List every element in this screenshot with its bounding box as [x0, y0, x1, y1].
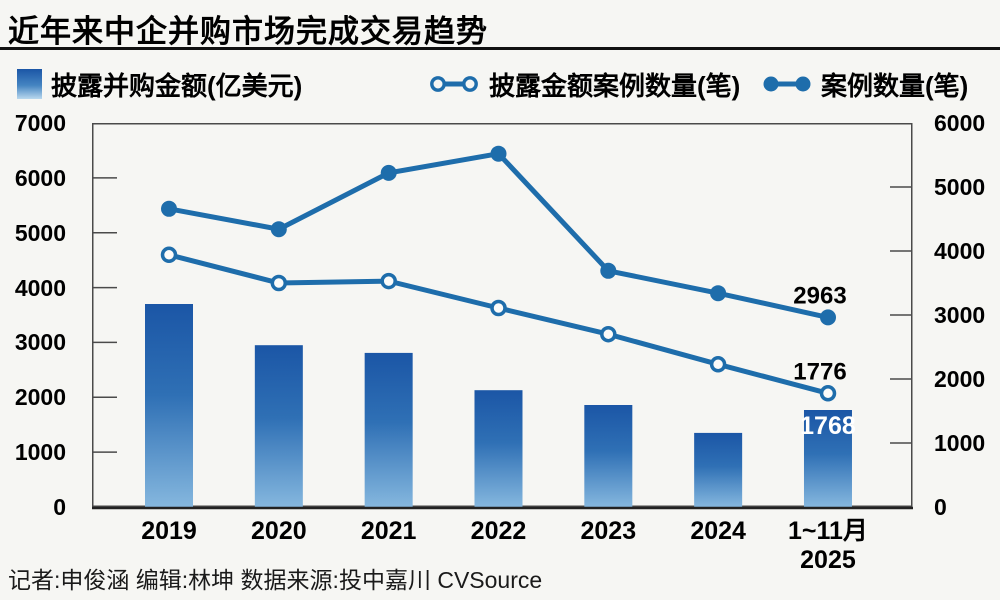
y-axis-right-label: 3000 [934, 302, 986, 328]
y-axis-left-label: 3000 [14, 329, 66, 356]
plot-area: 2963 1776 1768 [92, 123, 913, 510]
y-axis-left-label: 7000 [14, 110, 66, 136]
title-divider [0, 47, 1000, 50]
y-axis-left-label: 5000 [14, 219, 66, 246]
filled-point-2024 [710, 285, 727, 302]
filled-point-2023 [600, 262, 617, 279]
open-point-2023 [600, 325, 617, 343]
y-axis-left-label: 4000 [14, 274, 66, 301]
x-axis-label-2021: 2021 [360, 517, 417, 545]
y-axis-right-label: 0 [934, 494, 947, 520]
filled-point-1~11月 [820, 309, 836, 326]
legend: 披露并购金额(亿美元) 披露金额案例数量(笔) 案例数量(笔) [0, 64, 1000, 104]
open-point-2020 [270, 274, 288, 292]
filled-circle-line-icon [763, 76, 811, 92]
bar-2023 [584, 405, 633, 507]
open-point-2019 [160, 246, 178, 264]
open-point-2021 [380, 272, 397, 290]
open-point-2022 [490, 299, 507, 317]
legend-label: 案例数量(笔) [821, 70, 969, 101]
legend-label: 披露金额案例数量(笔) [489, 70, 741, 101]
y-axis-right-label: 4000 [934, 238, 986, 264]
legend-item-disclosed-count: 披露金额案例数量(笔) [428, 64, 740, 104]
legend-item-disclosed-amount: 披露并购金额(亿美元) [17, 64, 302, 104]
y-axis-right-label: 2000 [934, 366, 986, 392]
filled-point-2021 [380, 164, 397, 181]
open-circle-line-icon [430, 76, 478, 92]
y-axis-left-label: 2000 [14, 384, 66, 411]
chart-title: 近年来中企并购市场完成交易趋势 [8, 14, 488, 49]
x-axis-label-2024: 2024 [690, 517, 746, 545]
open-point-1~11月 [819, 385, 837, 402]
y-axis-left-label: 6000 [14, 164, 66, 191]
bar-2024 [694, 432, 743, 507]
filled-point-2022 [490, 145, 507, 162]
credits-line: 记者:申俊涵 编辑:林坤 数据来源:投中嘉川 CVSource [8, 567, 543, 593]
bar-gradient-swatch-icon [17, 69, 42, 99]
y-axis-right-label: 5000 [934, 174, 986, 200]
bar-2019 [145, 304, 193, 507]
y-axis-left-label: 0 [53, 494, 66, 520]
y-axis-left-label: 1000 [14, 439, 66, 466]
y-axis-right-label: 6000 [934, 110, 986, 136]
x-axis-label-2022: 2022 [470, 517, 527, 545]
x-axis-label-2019: 2019 [141, 517, 197, 545]
x-axis-label-1~11月: 2025 [800, 546, 856, 574]
legend-label: 披露并购金额(亿美元) [51, 70, 303, 101]
x-axis-label-2020: 2020 [251, 517, 307, 545]
filled-point-2019 [161, 200, 177, 217]
bar-2020 [254, 345, 303, 507]
filled-point-2020 [270, 221, 287, 238]
x-axis-label-1~11月: 1~11月 [788, 517, 868, 545]
bar-value-label: 1768 [800, 412, 856, 440]
line-value-label: 1776 [793, 358, 846, 385]
bar-1~11月 [803, 410, 852, 507]
bar-2022 [474, 390, 523, 507]
y-axis-right-label: 1000 [934, 430, 986, 456]
line-filled [168, 151, 829, 320]
legend-item-total-count: 案例数量(笔) [762, 64, 968, 104]
line-value-label: 2963 [793, 282, 846, 309]
open-point-2024 [709, 356, 727, 373]
x-axis-label-2023: 2023 [580, 517, 637, 545]
bar-2021 [364, 352, 413, 507]
